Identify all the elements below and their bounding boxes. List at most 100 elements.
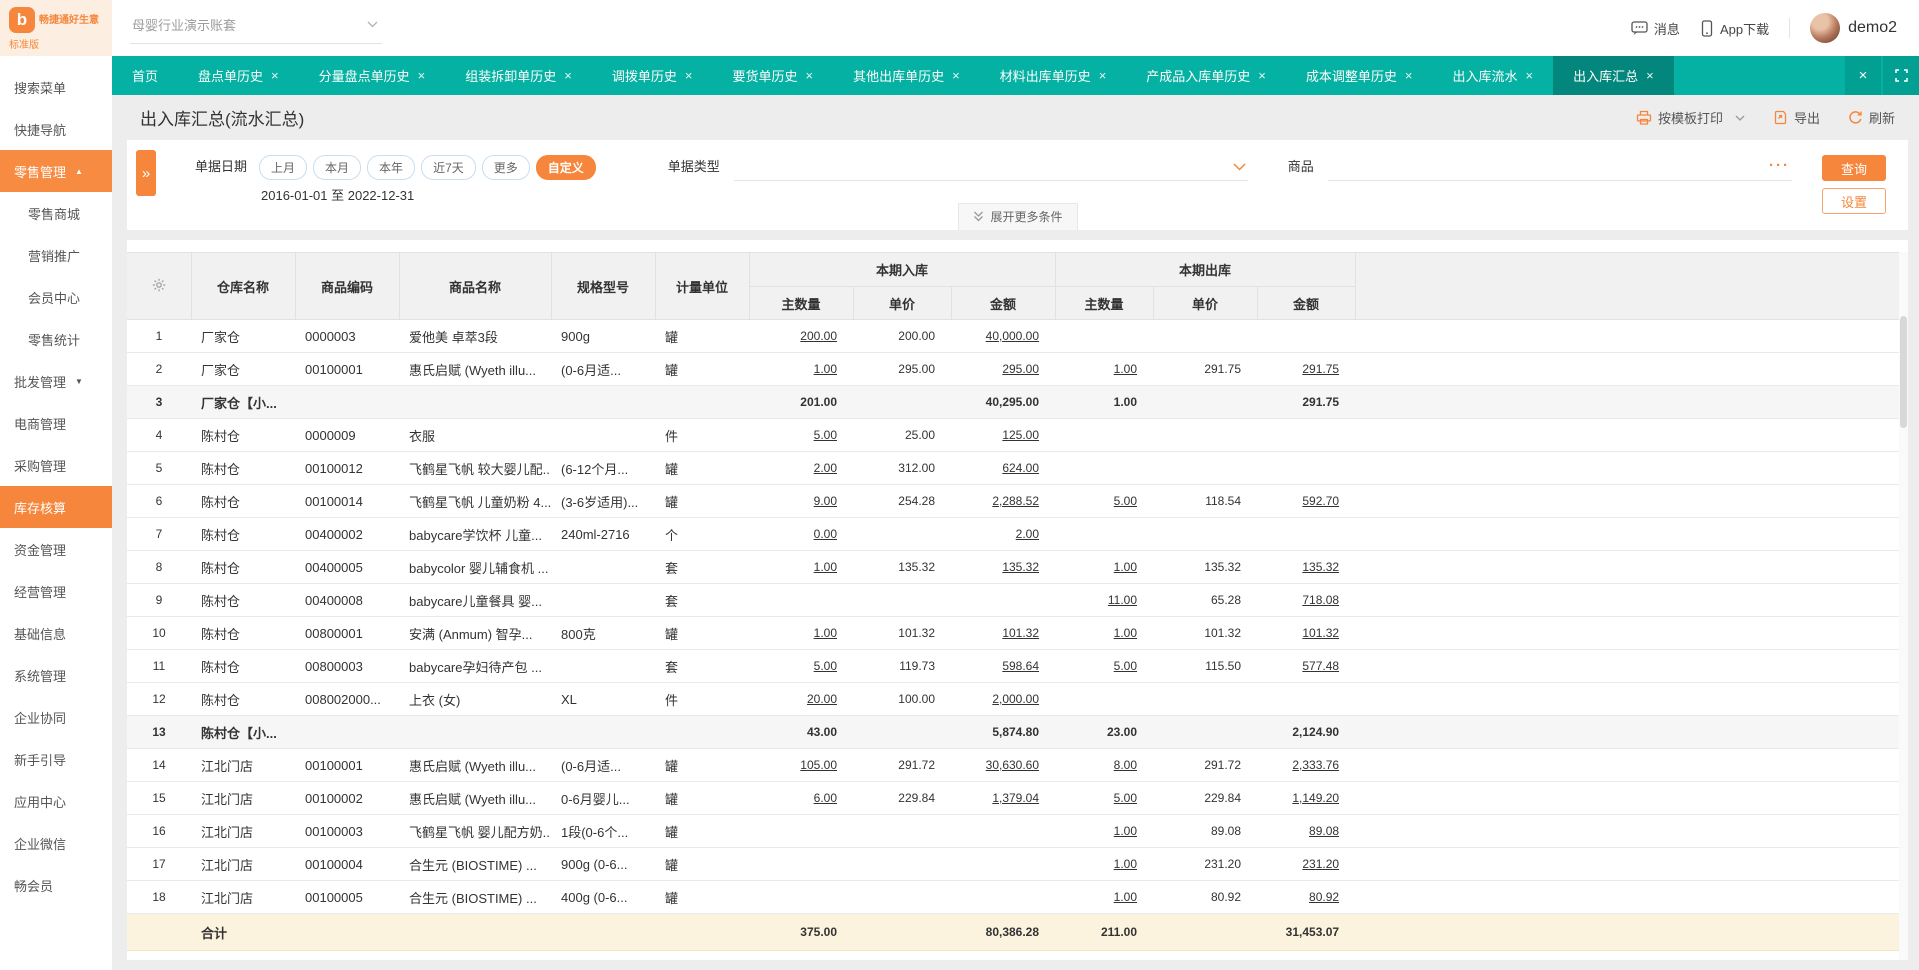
vertical-scrollbar[interactable] bbox=[1899, 252, 1908, 960]
user-menu[interactable]: demo2 bbox=[1810, 13, 1897, 43]
drilldown-link[interactable]: 105.00 bbox=[800, 758, 837, 772]
sidebar-item-新手引导[interactable]: 新手引导 bbox=[0, 738, 112, 780]
col-in-amount[interactable]: 金额 bbox=[950, 286, 1056, 320]
drilldown-link[interactable]: 5.00 bbox=[1113, 494, 1138, 508]
date-option-本月[interactable]: 本月 bbox=[313, 155, 362, 180]
sidebar-item-畅会员[interactable]: 畅会员 bbox=[0, 864, 112, 906]
sidebar-item-经营管理[interactable]: 经营管理 bbox=[0, 570, 112, 612]
settings-button[interactable]: 设置 bbox=[1822, 188, 1886, 214]
drilldown-link[interactable]: 1.00 bbox=[1113, 890, 1138, 904]
drilldown-link[interactable]: 101.32 bbox=[1002, 626, 1040, 640]
date-option-上月[interactable]: 上月 bbox=[259, 155, 308, 180]
column-settings-button[interactable] bbox=[127, 252, 192, 320]
col-spec[interactable]: 规格型号 bbox=[550, 252, 656, 320]
drilldown-link[interactable]: 1.00 bbox=[813, 362, 837, 376]
tab-盘点单历史[interactable]: 盘点单历史 × bbox=[178, 56, 299, 95]
tab-成本调整单历史[interactable]: 成本调整单历史 × bbox=[1286, 56, 1433, 95]
date-option-近7天[interactable]: 近7天 bbox=[421, 155, 476, 180]
sidebar-item-营销推广[interactable]: 营销推广 bbox=[0, 234, 112, 276]
drilldown-link[interactable]: 592.70 bbox=[1302, 494, 1340, 508]
sidebar-item-电商管理[interactable]: 电商管理 bbox=[0, 402, 112, 444]
tab-close-icon[interactable]: × bbox=[1646, 68, 1654, 83]
tab-材料出库单历史[interactable]: 材料出库单历史 × bbox=[980, 56, 1127, 95]
drilldown-link[interactable]: 2.00 bbox=[813, 461, 837, 475]
sidebar-item-应用中心[interactable]: 应用中心 bbox=[0, 780, 112, 822]
tab-close-icon[interactable]: × bbox=[805, 68, 814, 83]
scrollbar-thumb[interactable] bbox=[1900, 316, 1907, 428]
drilldown-link[interactable]: 1.00 bbox=[1113, 362, 1138, 376]
drilldown-link[interactable]: 231.20 bbox=[1302, 857, 1340, 871]
drilldown-link[interactable]: 0.00 bbox=[813, 527, 837, 541]
col-out-price[interactable]: 单价 bbox=[1152, 286, 1258, 320]
drilldown-link[interactable]: 1.00 bbox=[1113, 626, 1138, 640]
tab-close-icon[interactable]: × bbox=[564, 68, 572, 83]
drilldown-link[interactable]: 9.00 bbox=[813, 494, 837, 508]
col-product-code[interactable]: 商品编码 bbox=[294, 252, 400, 320]
tab-close-icon[interactable]: × bbox=[1258, 68, 1266, 83]
drilldown-link[interactable]: 135.32 bbox=[1302, 560, 1340, 574]
tab-出入库流水[interactable]: 出入库流水 × bbox=[1433, 56, 1554, 95]
drilldown-link[interactable]: 1,379.04 bbox=[992, 791, 1040, 805]
drilldown-link[interactable]: 1.00 bbox=[813, 626, 837, 640]
sidebar-item-基础信息[interactable]: 基础信息 bbox=[0, 612, 112, 654]
drilldown-link[interactable]: 2,333.76 bbox=[1292, 758, 1340, 772]
sidebar-item-系统管理[interactable]: 系统管理 bbox=[0, 654, 112, 696]
drilldown-link[interactable]: 291.75 bbox=[1302, 362, 1340, 376]
tab-调拨单历史[interactable]: 调拨单历史 × bbox=[592, 56, 713, 95]
sidebar-item-快捷导航[interactable]: 快捷导航 bbox=[0, 108, 112, 150]
drilldown-link[interactable]: 5.00 bbox=[813, 428, 837, 442]
sidebar-item-采购管理[interactable]: 采购管理 bbox=[0, 444, 112, 486]
close-all-tabs-button[interactable]: × bbox=[1845, 56, 1881, 95]
drilldown-link[interactable]: 80.92 bbox=[1309, 890, 1340, 904]
col-out-qty[interactable]: 主数量 bbox=[1054, 286, 1154, 320]
tab-组装拆卸单历史[interactable]: 组装拆卸单历史 × bbox=[445, 56, 592, 95]
sidebar-item-搜索菜单[interactable]: 搜索菜单 bbox=[0, 66, 112, 108]
drilldown-link[interactable]: 20.00 bbox=[806, 692, 837, 706]
col-unit[interactable]: 计量单位 bbox=[654, 252, 750, 320]
sidebar-item-零售统计[interactable]: 零售统计 bbox=[0, 318, 112, 360]
expand-more-conditions-button[interactable]: 展开更多条件 bbox=[957, 203, 1078, 230]
sidebar-item-企业微信[interactable]: 企业微信 bbox=[0, 822, 112, 864]
collapse-filters-button[interactable]: » bbox=[136, 150, 156, 196]
col-in-price[interactable]: 单价 bbox=[852, 286, 952, 320]
tab-close-icon[interactable]: × bbox=[952, 68, 960, 83]
drilldown-link[interactable]: 40,000.00 bbox=[985, 329, 1040, 343]
sidebar-item-企业协同[interactable]: 企业协同 bbox=[0, 696, 112, 738]
drilldown-link[interactable]: 135.32 bbox=[1002, 560, 1040, 574]
sidebar-item-批发管理[interactable]: 批发管理 ▼ bbox=[0, 360, 112, 402]
sidebar-item-会员中心[interactable]: 会员中心 bbox=[0, 276, 112, 318]
drilldown-link[interactable]: 30,630.60 bbox=[985, 758, 1040, 772]
col-product-name[interactable]: 商品名称 bbox=[398, 252, 552, 320]
drilldown-link[interactable]: 1.00 bbox=[813, 560, 837, 574]
sidebar-item-零售管理[interactable]: 零售管理 ▲ bbox=[0, 150, 112, 192]
drilldown-link[interactable]: 2.00 bbox=[1015, 527, 1040, 541]
drilldown-link[interactable]: 1.00 bbox=[1113, 857, 1138, 871]
product-input[interactable] bbox=[1327, 156, 1763, 179]
drilldown-link[interactable]: 6.00 bbox=[813, 791, 837, 805]
col-out-amount[interactable]: 金额 bbox=[1256, 286, 1356, 320]
date-option-本年[interactable]: 本年 bbox=[367, 155, 416, 180]
drilldown-link[interactable]: 295.00 bbox=[1002, 362, 1040, 376]
drilldown-link[interactable]: 11.00 bbox=[1107, 593, 1138, 607]
drilldown-link[interactable]: 8.00 bbox=[1113, 758, 1138, 772]
tab-首页[interactable]: 首页 bbox=[112, 56, 178, 95]
drilldown-link[interactable]: 2,000.00 bbox=[992, 692, 1040, 706]
tab-close-icon[interactable]: × bbox=[1404, 68, 1413, 83]
account-select[interactable]: 母婴行业演示账套 bbox=[130, 13, 382, 44]
refresh-button[interactable]: 刷新 bbox=[1848, 108, 1895, 127]
sidebar-item-资金管理[interactable]: 资金管理 bbox=[0, 528, 112, 570]
col-in-qty[interactable]: 主数量 bbox=[748, 286, 854, 320]
drilldown-link[interactable]: 2,288.52 bbox=[992, 494, 1040, 508]
drilldown-link[interactable]: 5.00 bbox=[1113, 791, 1138, 805]
drilldown-link[interactable]: 577.48 bbox=[1302, 659, 1340, 673]
tab-close-icon[interactable]: × bbox=[271, 68, 279, 83]
tab-close-icon[interactable]: × bbox=[684, 68, 693, 83]
tab-要货单历史[interactable]: 要货单历史 × bbox=[712, 56, 833, 95]
fullscreen-button[interactable] bbox=[1883, 56, 1919, 95]
search-button[interactable]: 查询 bbox=[1822, 155, 1886, 181]
drilldown-link[interactable]: 200.00 bbox=[800, 329, 837, 343]
print-by-template-button[interactable]: 按模板打印 bbox=[1636, 108, 1745, 127]
tab-分量盘点单历史[interactable]: 分量盘点单历史 × bbox=[299, 56, 446, 95]
tab-出入库汇总[interactable]: 出入库汇总 × bbox=[1553, 56, 1674, 95]
date-option-custom[interactable]: 自定义 bbox=[535, 155, 596, 180]
